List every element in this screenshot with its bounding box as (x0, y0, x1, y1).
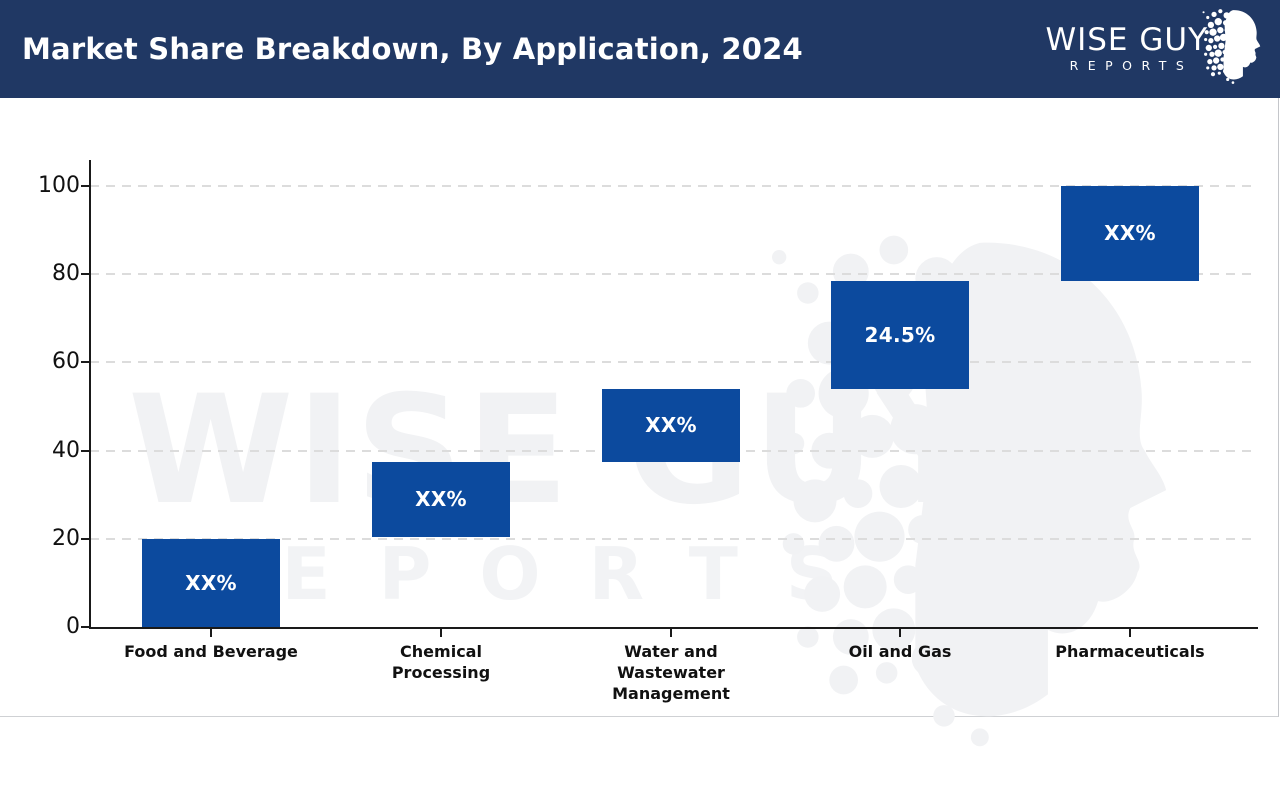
bar: XX% (602, 388, 740, 462)
y-tick (81, 449, 90, 452)
y-axis-tick-label: 40 (52, 437, 80, 463)
x-axis-label: Chemical Processing (321, 641, 561, 683)
y-axis-tick-label: 60 (52, 349, 80, 375)
bar: XX% (142, 538, 280, 627)
bar: 24.5% (831, 280, 969, 389)
y-tick (81, 361, 90, 364)
y-tick (81, 537, 90, 540)
y-axis-tick-label: 80 (52, 261, 80, 287)
x-axis-label-line: Oil and Gas (848, 642, 952, 661)
x-axis-label: Oil and Gas (780, 641, 1020, 662)
bar-value-label: XX% (415, 487, 467, 512)
bar: XX% (372, 461, 510, 537)
logo-wordmark: WISE GUY (1045, 22, 1208, 59)
y-tick (81, 626, 90, 628)
header-bar: Market Share Breakdown, By Application, … (0, 0, 1280, 98)
y-axis-tick-label: 20 (52, 525, 80, 551)
x-axis-label-line: Wastewater (617, 663, 725, 682)
y-axis-tick-label: 0 (66, 614, 80, 639)
gridline (90, 537, 1258, 540)
x-tick (899, 629, 901, 637)
y-axis-line (89, 160, 91, 629)
x-axis-label: Water and Wastewater Management (551, 641, 791, 704)
gridline (90, 185, 1258, 187)
logo-subtitle: REPORTS (1069, 58, 1194, 74)
x-tick (440, 629, 442, 637)
x-axis-label-line: Pharmaceuticals (1055, 642, 1205, 661)
x-tick (670, 629, 672, 637)
wise-guy-logo-text: WISE GUY REPORTS (1045, 25, 1208, 73)
y-tick (81, 185, 90, 187)
x-axis-label-line: Chemical (400, 642, 482, 661)
gridline (90, 361, 1258, 364)
x-axis-label-line: Water and (624, 642, 718, 661)
page-title: Market Share Breakdown, By Application, … (22, 32, 803, 66)
bar-value-label: XX% (1104, 221, 1156, 246)
x-tick (210, 629, 212, 637)
x-axis-label-line: Processing (391, 663, 491, 682)
wise-guy-logo: WISE GUY REPORTS (1045, 7, 1266, 91)
bar-value-label: XX% (645, 413, 697, 438)
x-tick (1129, 629, 1131, 637)
bar-value-label: 24.5% (864, 322, 936, 347)
y-axis-tick-label: 100 (38, 173, 80, 198)
y-tick (81, 273, 90, 276)
x-axis-label-line: Management (612, 684, 730, 703)
gridline (90, 273, 1258, 276)
waterfall-chart: 0 20 40 60 80 100 XX% Food and Beverage XX% Chemi… (0, 98, 1278, 716)
chart-canvas: WISE GUY REPORTS 0 20 40 60 80 100 XX% Food and… (0, 98, 1279, 747)
x-axis-label: Food and Beverage (91, 641, 331, 662)
bar-value-label: XX% (185, 570, 237, 595)
x-axis-line (89, 627, 1258, 629)
bar: XX% (1061, 186, 1199, 281)
x-axis-label: Pharmaceuticals (1010, 641, 1250, 662)
dotted-head-icon (1202, 9, 1261, 84)
x-axis-label-line: Food and Beverage (124, 642, 298, 661)
